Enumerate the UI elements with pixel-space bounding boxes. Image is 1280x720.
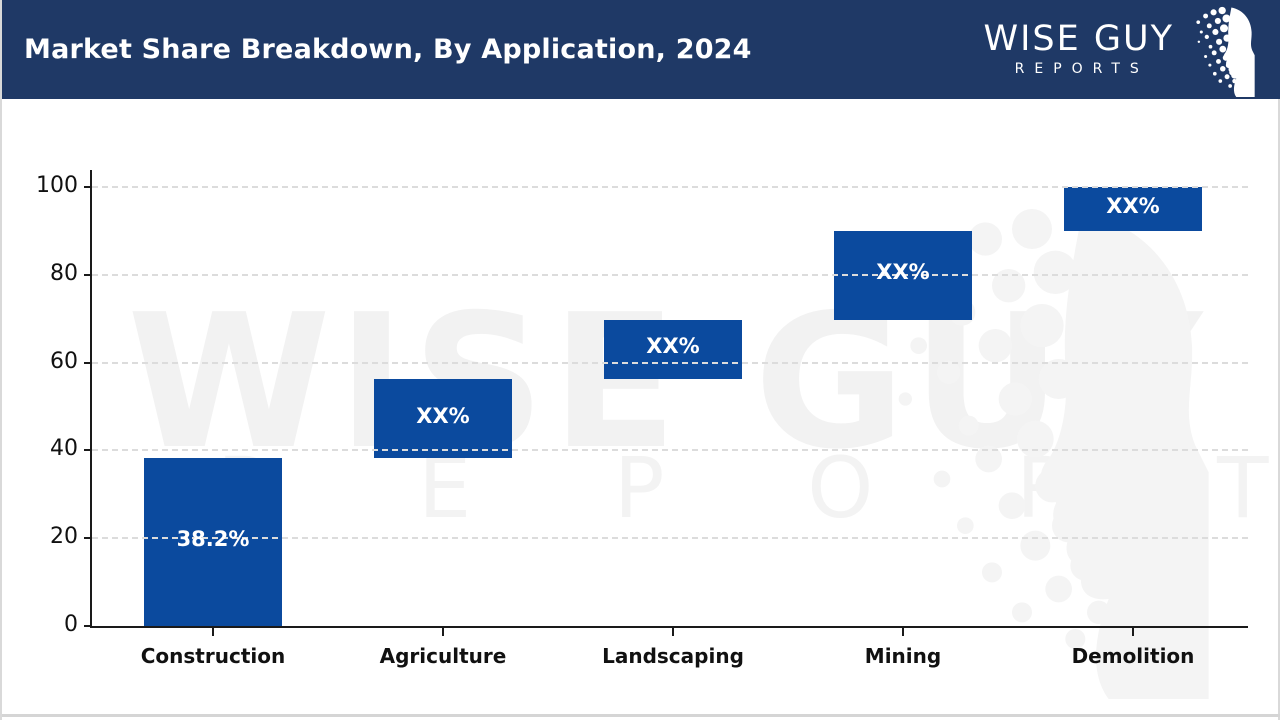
gridline-80	[92, 273, 1248, 276]
bar-construction	[144, 458, 282, 626]
bar-value-label: XX%	[416, 403, 470, 428]
x-axis-tick	[1132, 628, 1134, 636]
x-axis-tick	[672, 628, 674, 636]
bar-value-label: XX%	[876, 260, 930, 285]
y-axis-tick	[84, 537, 92, 540]
gridline-60	[92, 361, 1248, 364]
bar-landscaping	[604, 320, 742, 379]
gridline-20	[92, 537, 1248, 540]
y-axis-tick-label: 60	[50, 348, 78, 374]
x-axis-tick	[212, 628, 214, 636]
y-axis-tick-label: 80	[50, 260, 78, 286]
y-axis-tick	[84, 273, 92, 276]
gridline-40	[92, 449, 1248, 452]
logo-brand-text: WISE GUY	[983, 19, 1174, 59]
y-axis-tick	[84, 186, 92, 188]
category-label-demolition: Demolition	[1071, 644, 1195, 668]
y-axis-tick	[84, 361, 92, 364]
logo-wordmark: WISE GUY REPORTS	[983, 19, 1174, 78]
bar-value-label: XX%	[1106, 193, 1160, 218]
watermark-sub-text: R E P O R T S	[217, 439, 1280, 537]
gridline-100	[92, 186, 1248, 188]
page-title: Market Share Breakdown, By Application, …	[24, 34, 752, 65]
y-axis-tick-label: 40	[50, 436, 78, 462]
x-axis-tick	[442, 628, 444, 636]
logo-sub-text: REPORTS	[1014, 61, 1149, 77]
bar-value-label: 38.2%	[176, 527, 250, 552]
category-label-agriculture: Agriculture	[379, 644, 507, 668]
wise-guy-reports-logo: WISE GUY REPORTS	[983, 0, 1272, 99]
y-axis-tick-label: 0	[64, 612, 78, 637]
y-axis-spine	[90, 170, 92, 628]
y-axis-tick	[84, 625, 92, 627]
y-axis-tick-label: 20	[50, 524, 78, 550]
bar-agriculture	[374, 378, 512, 459]
y-axis-tick-label: 100	[36, 173, 78, 198]
bottom-divider	[2, 714, 1280, 717]
category-label-landscaping: Landscaping	[602, 644, 744, 668]
x-axis-spine	[90, 626, 1248, 628]
bar-value-label: XX%	[646, 334, 700, 359]
x-axis-tick	[902, 628, 904, 636]
category-label-construction: Construction	[140, 644, 286, 668]
dotted-face-profile-icon	[1196, 6, 1255, 97]
y-axis-tick	[84, 449, 92, 452]
header-band: Market Share Breakdown, By Application, …	[2, 0, 1280, 99]
category-label-mining: Mining	[864, 644, 942, 668]
